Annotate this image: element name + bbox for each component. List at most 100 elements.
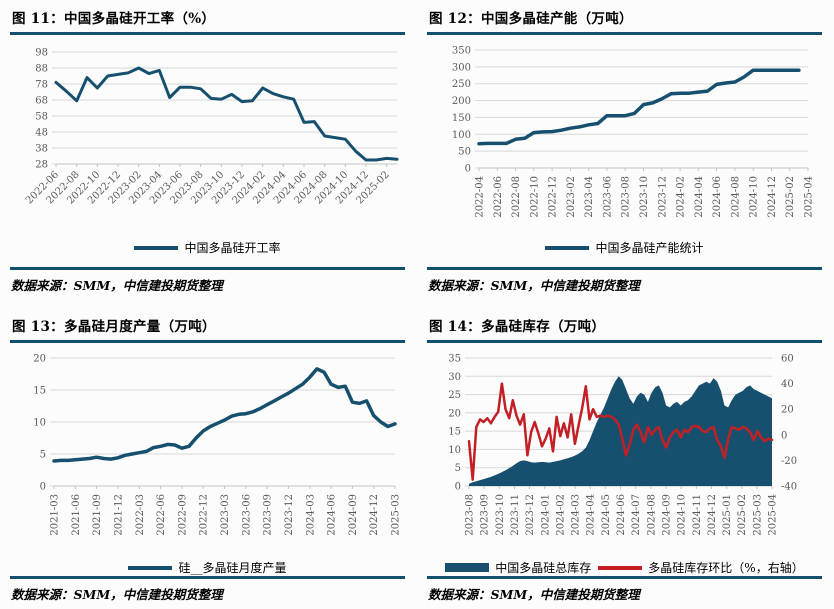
svg-text:0: 0 [40,482,46,493]
svg-text:2024-08: 2024-08 [730,176,741,218]
svg-text:2023-10: 2023-10 [639,176,650,218]
fig-title: 多晶硅月度产量（万吨） [64,319,216,335]
svg-text:350: 350 [452,46,471,57]
legend-label: 中国多晶硅开工率 [184,241,281,255]
panel-fig14-inventory: 图 14：多晶硅库存（万吨） 0 5 10 15 20 25 30 35 -40 -20 0 20 40… [417,300,834,609]
svg-text:2024-12: 2024-12 [767,176,778,218]
svg-text:250: 250 [452,79,471,90]
line-swatch-icon [545,245,590,250]
svg-text:48: 48 [35,128,48,139]
svg-text:2023-08: 2023-08 [465,494,476,536]
svg-text:2023-09: 2023-09 [263,494,274,536]
svg-text:98: 98 [35,48,48,59]
svg-text:2023-02: 2023-02 [566,176,577,218]
separator-rule [427,267,822,270]
svg-text:2025-01: 2025-01 [722,494,733,536]
legend-label: 中国多晶硅产能统计 [595,241,704,255]
source-note: 数据来源：SMM，中信建投期货整理 [11,587,223,602]
svg-text:2025-04: 2025-04 [768,494,779,536]
svg-text:2022-10: 2022-10 [529,176,540,218]
svg-text:2024-04: 2024-04 [694,176,705,218]
legend-label: 多晶硅库存环比（%，右轴） [648,561,804,575]
svg-text:2022-06: 2022-06 [493,176,504,218]
svg-text:2023-12: 2023-12 [284,494,295,536]
svg-text:2022-08: 2022-08 [511,176,522,218]
legend-fig11: 中国多晶硅开工率 [10,239,405,256]
svg-text:2024-09: 2024-09 [662,494,673,536]
svg-text:2024-06: 2024-06 [327,494,338,536]
svg-text:2023-03: 2023-03 [220,494,231,536]
legend-item: 中国多晶硅产能统计 [545,239,704,256]
legend-label: 中国多晶硅总库存 [495,561,592,575]
svg-text:2024-02: 2024-02 [555,494,566,536]
svg-text:2025-02: 2025-02 [737,494,748,536]
svg-text:2025-04: 2025-04 [804,176,815,218]
svg-text:2021-06: 2021-06 [71,494,82,536]
svg-text:2025-03: 2025-03 [391,494,402,536]
svg-text:50: 50 [458,147,471,158]
svg-text:2024-03: 2024-03 [571,494,582,536]
separator-rule [10,267,405,270]
svg-text:2023-09: 2023-09 [480,494,491,536]
svg-text:2024-12: 2024-12 [369,494,380,536]
chart-operating-rate: 28384858687888982022-062022-082022-10202… [24,48,399,207]
fig-number: 图 14： [429,319,481,335]
svg-text:2024-10: 2024-10 [749,176,760,218]
svg-text:2023-06: 2023-06 [602,176,613,218]
svg-text:5: 5 [40,450,46,461]
svg-text:2023-10: 2023-10 [495,494,506,536]
svg-text:2024-02: 2024-02 [676,176,687,218]
title-rule [10,340,405,343]
title-rule [427,340,822,343]
separator-rule [10,576,405,579]
svg-text:0: 0 [781,430,787,441]
separator-rule [427,576,822,579]
svg-text:2021-12: 2021-12 [113,494,124,536]
svg-text:2022-09: 2022-09 [177,494,188,536]
panel-fig11-operating-rate: 图 11：中国多晶硅开工率（%） 28 38 48 58 68 78 88 98 2022-06… [0,0,417,300]
svg-text:15: 15 [33,386,46,397]
svg-text:2024-01: 2024-01 [540,494,551,536]
svg-text:88: 88 [35,64,48,75]
legend-fig14: 中国多晶硅总库存 多晶硅库存环比（%，右轴） [427,559,822,576]
fig-title: 中国多晶硅产能（万吨） [481,11,633,27]
fig-title: 多晶硅库存（万吨） [481,319,606,335]
svg-text:60: 60 [781,354,794,365]
panel-title-fig13: 图 13：多晶硅月度产量（万吨） [12,315,405,335]
svg-text:5: 5 [455,463,461,474]
svg-text:40: 40 [781,379,794,390]
source-note: 数据来源：SMM，中信建投期货整理 [428,278,640,293]
svg-text:2024-12: 2024-12 [707,494,718,536]
svg-text:2024-10: 2024-10 [677,494,688,536]
title-rule [10,32,405,35]
fig-number: 图 13： [12,319,64,335]
svg-text:30: 30 [448,372,461,383]
svg-text:2023-12: 2023-12 [657,176,668,218]
svg-text:2024-09: 2024-09 [348,494,359,536]
svg-text:20: 20 [33,354,46,365]
svg-text:35: 35 [448,354,461,365]
legend-item-inventory: 中国多晶硅总库存 [445,559,591,576]
svg-text:2024-06: 2024-06 [616,494,627,536]
svg-text:15: 15 [448,427,461,438]
area-swatch-icon [445,563,490,572]
svg-text:2021-03: 2021-03 [50,494,61,536]
legend-fig12: 中国多晶硅产能统计 [427,239,822,256]
svg-text:2022-03: 2022-03 [135,494,146,536]
svg-text:2024-03: 2024-03 [305,494,316,536]
panel-title-fig14: 图 14：多晶硅库存（万吨） [429,315,822,335]
svg-text:10: 10 [448,445,461,456]
panel-title-fig12: 图 12：中国多晶硅产能（万吨） [429,7,822,27]
svg-text:2024-08: 2024-08 [646,494,657,536]
source-note: 数据来源：SMM，中信建投期货整理 [11,278,223,293]
legend-label: 硅__多晶硅月度产量 [178,561,287,575]
fig-title: 中国多晶硅开工率（%） [64,11,216,27]
svg-text:2023-12: 2023-12 [525,494,536,536]
svg-text:150: 150 [452,113,471,124]
svg-text:0: 0 [465,164,471,175]
svg-text:2022-04: 2022-04 [475,176,486,218]
svg-text:2022-06: 2022-06 [156,494,167,536]
svg-text:2025-02: 2025-02 [785,176,796,218]
svg-text:2023-06: 2023-06 [241,494,252,536]
svg-text:2024-04: 2024-04 [586,494,597,536]
